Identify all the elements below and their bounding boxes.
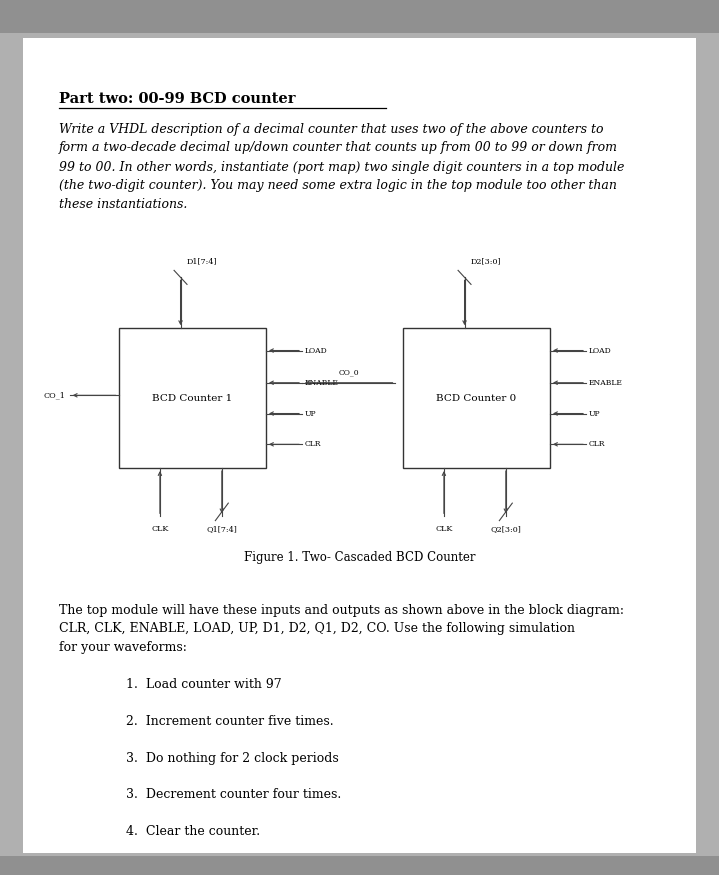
Text: CLK: CLK bbox=[435, 525, 452, 533]
Bar bbox=[119, 328, 266, 468]
Text: LOAD: LOAD bbox=[305, 346, 328, 354]
Text: ENABLE: ENABLE bbox=[305, 379, 339, 387]
Text: BCD Counter 1: BCD Counter 1 bbox=[152, 394, 232, 402]
Text: LOAD: LOAD bbox=[589, 346, 612, 354]
Text: CLR: CLR bbox=[305, 440, 321, 448]
Text: D1[7:4]: D1[7:4] bbox=[186, 257, 217, 265]
Text: 3.  Do nothing for 2 clock periods: 3. Do nothing for 2 clock periods bbox=[126, 752, 339, 765]
Text: 3.  Decrement counter four times.: 3. Decrement counter four times. bbox=[126, 788, 341, 802]
Text: 2.  Increment counter five times.: 2. Increment counter five times. bbox=[126, 715, 334, 728]
Bar bbox=[403, 328, 550, 468]
Text: 1.  Load counter with 97: 1. Load counter with 97 bbox=[126, 678, 281, 691]
Text: ENABLE: ENABLE bbox=[589, 379, 623, 387]
Text: CLR: CLR bbox=[589, 440, 605, 448]
Text: Figure 1. Two- Cascaded BCD Counter: Figure 1. Two- Cascaded BCD Counter bbox=[244, 551, 475, 564]
Text: UP: UP bbox=[305, 410, 316, 417]
Text: The top module will have these inputs and outputs as shown above in the block di: The top module will have these inputs an… bbox=[59, 604, 624, 654]
Text: D2[3:0]: D2[3:0] bbox=[470, 257, 501, 265]
Text: CO_1: CO_1 bbox=[44, 391, 65, 399]
Text: CLK: CLK bbox=[151, 525, 168, 533]
Text: Q2[3:0]: Q2[3:0] bbox=[490, 525, 521, 533]
Text: CO_0: CO_0 bbox=[339, 368, 359, 376]
Text: Q1[7:4]: Q1[7:4] bbox=[206, 525, 237, 533]
Text: BCD Counter 0: BCD Counter 0 bbox=[436, 394, 516, 402]
Text: UP: UP bbox=[589, 410, 600, 417]
Text: Write a VHDL description of a decimal counter that uses two of the above counter: Write a VHDL description of a decimal co… bbox=[59, 123, 624, 212]
Text: 4.  Clear the counter.: 4. Clear the counter. bbox=[126, 825, 260, 838]
Text: Part two: 00-99 BCD counter: Part two: 00-99 BCD counter bbox=[59, 92, 296, 106]
